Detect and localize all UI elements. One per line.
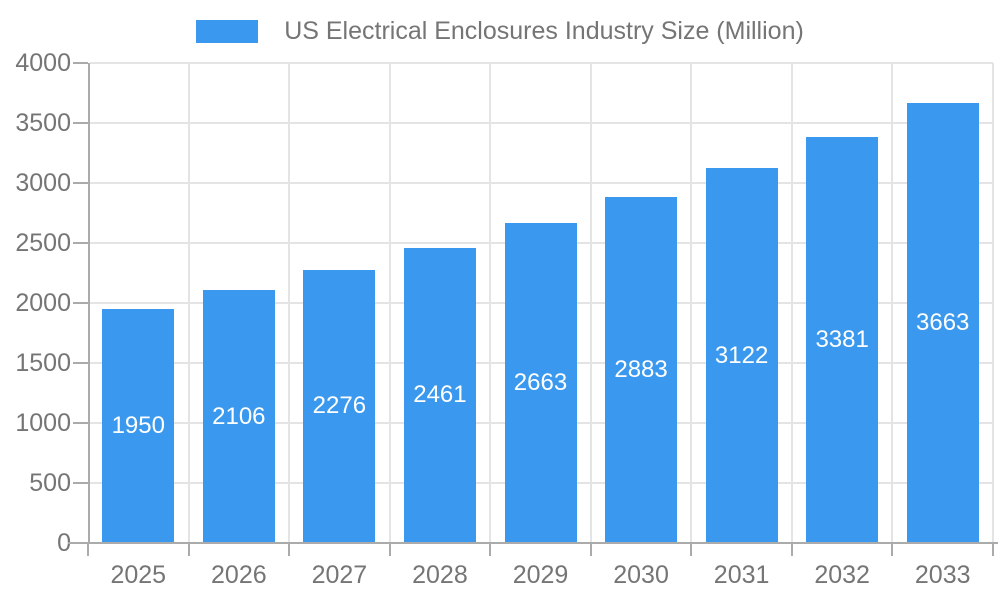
x-tick [187,543,190,556]
x-tick-label: 2028 [412,561,468,589]
v-gridline [388,63,391,543]
y-tick-label: 1000 [15,409,71,437]
x-axis-line [68,542,998,544]
x-tick [690,543,693,556]
x-tick [388,543,391,556]
x-tick [790,543,793,556]
y-tick [73,302,88,304]
bar-value-label: 3122 [714,341,769,369]
v-gridline [992,63,994,543]
y-tick-label: 3500 [15,109,71,137]
bar[interactable]: 2883 [605,197,678,543]
bar[interactable]: 3663 [906,103,979,543]
legend-label: US Electrical Enclosures Industry Size (… [284,17,804,45]
x-tick-label: 2030 [613,561,669,589]
v-gridline [288,63,291,543]
h-gridline [90,122,993,124]
x-tick-label: 2027 [311,561,368,589]
bar[interactable]: 2663 [504,223,577,543]
x-tick [992,543,994,556]
y-tick [73,422,88,424]
bar-value-label: 3381 [815,326,869,354]
x-tick-label: 2033 [914,561,971,589]
y-tick-label: 2500 [15,229,71,257]
y-tick-label: 3000 [15,169,71,197]
x-tick-label: 2031 [713,561,770,589]
x-tick-label: 2026 [211,561,267,589]
bar[interactable]: 3381 [806,137,879,543]
y-tick [73,242,88,244]
bar[interactable]: 2106 [202,290,275,543]
bar-value-label: 2106 [212,402,266,430]
x-tick [87,543,89,556]
y-tick-label: 2000 [15,289,71,317]
x-tick-label: 2029 [512,561,569,589]
y-tick-label: 500 [29,469,71,497]
v-gridline [187,63,190,543]
v-gridline [790,63,793,543]
bar[interactable]: 3122 [705,168,778,543]
y-axis-line [88,63,90,543]
y-tick-label: 0 [57,529,71,557]
bar-value-label: 3663 [916,309,970,337]
h-gridline [90,62,993,64]
v-gridline [489,63,492,543]
v-gridline [690,63,693,543]
bar-value-label: 2663 [513,369,568,397]
v-gridline [891,63,894,543]
bar-value-label: 2461 [413,381,467,409]
bar[interactable]: 2461 [403,247,476,543]
y-tick [73,62,88,64]
bar[interactable]: 2276 [303,269,376,543]
bar[interactable]: 1950 [102,309,175,543]
v-gridline [589,63,592,543]
x-tick [891,543,894,556]
x-tick [589,543,592,556]
bar-value-label: 2883 [614,356,668,383]
legend[interactable]: US Electrical Enclosures Industry Size (… [0,17,1000,45]
y-tick [73,182,88,184]
legend-swatch-icon [196,19,259,43]
x-tick-label: 2032 [814,561,870,589]
y-tick [73,122,88,124]
x-tick-label: 2025 [110,561,167,589]
x-tick [489,543,492,556]
y-tick-label: 1500 [15,349,71,377]
y-tick-label: 4000 [15,49,71,77]
y-tick [73,482,88,484]
bar-value-label: 1950 [111,412,165,439]
bar-value-label: 2276 [312,392,367,420]
y-tick [73,362,88,364]
h-gridline [90,182,993,184]
x-tick [288,543,291,556]
